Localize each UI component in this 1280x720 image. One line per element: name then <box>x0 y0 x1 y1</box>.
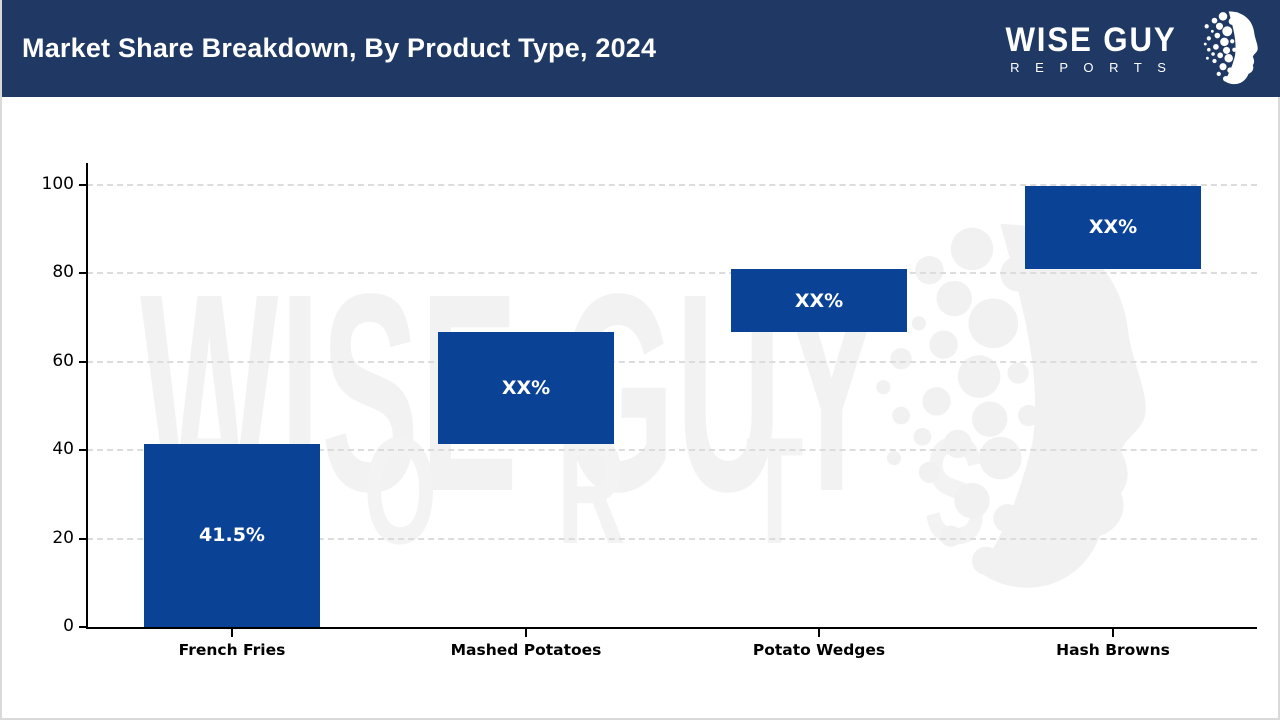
y-axis-tick-label: 100 <box>41 174 74 194</box>
plot: 0 20 40 60 80 100 41.5% French Fries XX% Mashed P… <box>2 97 1280 720</box>
bar-value-label-french-fries: 41.5% <box>199 524 265 547</box>
x-axis-category-label-hash-browns: Hash Browns <box>1056 641 1170 659</box>
x-axis-tick <box>1112 629 1114 637</box>
watermark-dotted-head <box>876 224 1146 588</box>
y-axis-tick-label: 80 <box>52 262 74 283</box>
bar-hash-browns: XX% <box>1025 185 1201 269</box>
y-axis-tick <box>79 537 87 540</box>
bar-value-label-hash-browns: XX% <box>1088 216 1138 239</box>
bar-french-fries: 41.5% <box>144 443 320 627</box>
header-banner: Market Share Breakdown, By Product Type,… <box>2 0 1280 97</box>
bar-potato-wedges: XX% <box>731 268 907 333</box>
x-axis-line <box>86 627 1257 629</box>
bar-value-label-mashed-potatoes: XX% <box>501 376 551 399</box>
gridline-40 <box>87 449 1257 452</box>
x-axis-tick <box>231 629 233 637</box>
bar-value-label-potato-wedges: XX% <box>794 289 844 312</box>
x-axis-tick <box>818 629 820 637</box>
logo-wordmark: WISE GUY <box>1005 21 1177 59</box>
y-axis-tick-label: 40 <box>52 439 74 460</box>
x-axis-category-label-potato-wedges: Potato Wedges <box>752 641 886 659</box>
gridline-20 <box>87 537 1257 540</box>
y-axis-tick-label: 20 <box>52 527 74 548</box>
logo-subtitle: R E P O R T S <box>1010 60 1172 75</box>
x-axis-tick <box>525 629 527 637</box>
gridline-80 <box>87 272 1257 275</box>
gridline-100 <box>87 184 1257 186</box>
wise-guy-reports-logo: WISE GUY R E P O R T S <box>998 10 1260 88</box>
x-axis-category-label-french-fries: French Fries <box>178 641 286 659</box>
y-axis-tick <box>79 184 87 186</box>
y-axis-line <box>86 163 88 629</box>
y-axis-tick <box>79 449 87 452</box>
y-axis-tick <box>79 626 87 628</box>
page-title: Market Share Breakdown, By Product Type,… <box>22 33 657 63</box>
x-axis-category-label-mashed-potatoes: Mashed Potatoes <box>450 641 602 659</box>
y-axis-tick-label: 60 <box>52 350 74 371</box>
gridline-60 <box>87 360 1257 363</box>
logo-text: WISE GUY R E P O R T S <box>998 23 1184 74</box>
y-axis-tick-label: 0 <box>63 616 74 636</box>
chart-area: WISE GUY P O R T S 0 20 40 60 80 100 41.5% Fren… <box>2 97 1280 720</box>
y-axis-tick <box>79 360 87 363</box>
y-axis-tick <box>79 272 87 275</box>
bar-mashed-potatoes: XX% <box>438 332 614 444</box>
dotted-head-icon <box>1203 10 1258 84</box>
